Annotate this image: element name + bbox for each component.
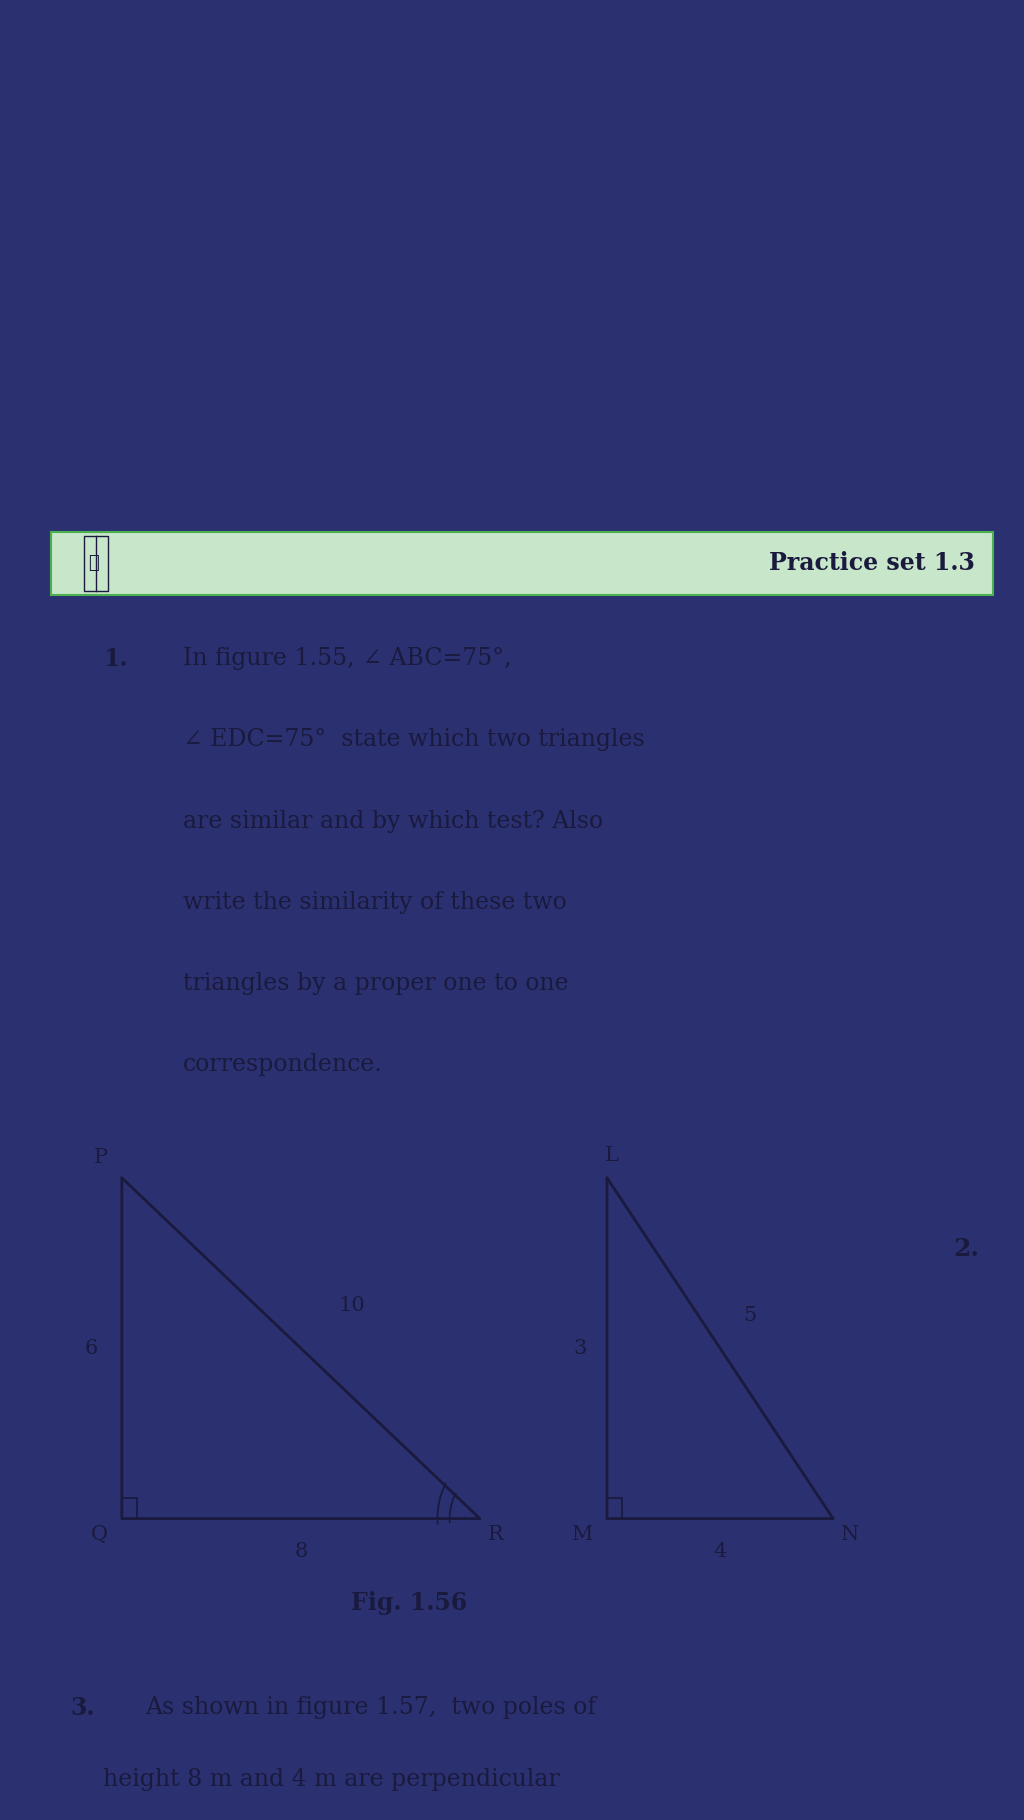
Text: P: P (94, 1148, 108, 1167)
Text: 3.: 3. (70, 1696, 94, 1720)
Text: 10: 10 (339, 1296, 366, 1316)
Text: As shown in figure 1.57,  two poles of: As shown in figure 1.57, two poles of (145, 1696, 597, 1718)
Text: In figure 1.55, ∠ ABC=75°,: In figure 1.55, ∠ ABC=75°, (183, 648, 512, 670)
Text: ∠ EDC=75°  state which two triangles: ∠ EDC=75° state which two triangles (183, 728, 645, 752)
Text: Practice set 1.3: Practice set 1.3 (769, 551, 975, 575)
Text: 8: 8 (294, 1542, 307, 1562)
Text: 等: 等 (88, 555, 99, 571)
Text: 3: 3 (572, 1340, 587, 1358)
Text: 2.: 2. (953, 1238, 979, 1261)
Text: 6: 6 (85, 1340, 98, 1358)
Text: height 8 m and 4 m are perpendicular: height 8 m and 4 m are perpendicular (103, 1767, 560, 1791)
Bar (84, 535, 108, 592)
Text: 1.: 1. (103, 648, 128, 672)
Text: M: M (571, 1525, 593, 1543)
Text: write the similarity of these two: write the similarity of these two (183, 892, 567, 914)
Text: Q: Q (91, 1525, 108, 1543)
Text: L: L (605, 1147, 618, 1165)
Text: Fig. 1.56: Fig. 1.56 (351, 1591, 467, 1614)
FancyBboxPatch shape (51, 531, 993, 595)
Text: correspondence.: correspondence. (183, 1054, 383, 1076)
Text: are similar and by which test? Also: are similar and by which test? Also (183, 810, 603, 834)
Text: 4: 4 (714, 1542, 727, 1562)
Text: triangles by a proper one to one: triangles by a proper one to one (183, 972, 568, 996)
Text: N: N (841, 1525, 859, 1543)
Text: 5: 5 (743, 1305, 757, 1325)
Text: R: R (487, 1525, 503, 1543)
